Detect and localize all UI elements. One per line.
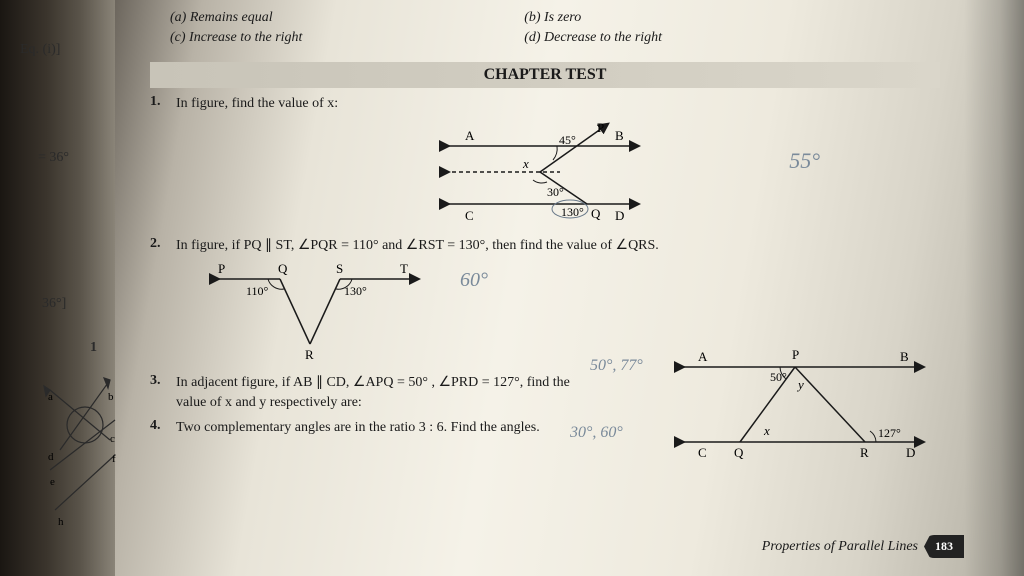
svg-text:y: y bbox=[796, 377, 804, 392]
svg-text:T: T bbox=[400, 261, 408, 276]
svg-text:C: C bbox=[465, 208, 474, 223]
mcq-d: (d) Decrease to the right bbox=[524, 28, 878, 48]
mcq-options: (a) Remains equal (b) Is zero (c) Increa… bbox=[170, 8, 940, 48]
q3-figure: A B C D P Q R 50° 127° y x 50°, 77° bbox=[660, 337, 940, 472]
svg-text:A: A bbox=[465, 128, 475, 143]
mcq-c: (c) Increase to the right bbox=[170, 28, 524, 48]
footer-title: Properties of Parallel Lines bbox=[762, 539, 918, 555]
q3-handwritten: 50°, 77° bbox=[590, 357, 643, 375]
svg-text:x: x bbox=[522, 156, 529, 171]
mcq-a: (a) Remains equal bbox=[170, 8, 524, 28]
svg-text:h: h bbox=[58, 516, 64, 528]
margin-eq: Eq. (i)] bbox=[20, 42, 60, 58]
q2-number: 2. bbox=[150, 236, 176, 252]
svg-text:P: P bbox=[597, 120, 604, 135]
page-content: (a) Remains equal (b) Is zero (c) Increa… bbox=[120, 0, 970, 576]
q1-number: 1. bbox=[150, 94, 176, 110]
q2-text: In figure, if PQ ∥ ST, ∠PQR = 110° and ∠… bbox=[176, 236, 940, 256]
book-shadow-right bbox=[964, 0, 1024, 576]
svg-text:e: e bbox=[50, 476, 55, 488]
svg-text:a: a bbox=[48, 391, 53, 403]
svg-text:P: P bbox=[218, 261, 225, 276]
svg-text:Q: Q bbox=[591, 206, 601, 221]
svg-text:c: c bbox=[110, 433, 115, 445]
q2-handwritten: 60° bbox=[460, 269, 488, 292]
svg-text:R: R bbox=[305, 347, 314, 359]
svg-text:C: C bbox=[698, 445, 707, 460]
svg-text:Q: Q bbox=[278, 261, 288, 276]
chapter-test-banner: CHAPTER TEST bbox=[150, 62, 940, 88]
svg-text:110°: 110° bbox=[246, 284, 269, 298]
page-number: 183 bbox=[924, 535, 964, 558]
margin-36b: 36°] bbox=[42, 296, 66, 312]
mcq-b: (b) Is zero bbox=[524, 8, 878, 28]
svg-text:D: D bbox=[906, 445, 915, 460]
svg-text:f: f bbox=[112, 453, 116, 465]
svg-text:130°: 130° bbox=[561, 205, 584, 219]
svg-text:b: b bbox=[108, 391, 114, 403]
svg-text:Q: Q bbox=[734, 445, 744, 460]
svg-text:B: B bbox=[615, 128, 624, 143]
q4-number: 4. bbox=[150, 418, 176, 434]
svg-text:A: A bbox=[698, 349, 708, 364]
q1-text: In figure, find the value of x: bbox=[176, 94, 940, 114]
svg-text:R: R bbox=[860, 445, 869, 460]
page-footer: Properties of Parallel Lines 183 bbox=[762, 535, 964, 558]
svg-text:S: S bbox=[336, 261, 343, 276]
svg-text:30°: 30° bbox=[547, 185, 564, 199]
svg-text:45°: 45° bbox=[559, 133, 576, 147]
q4-handwritten: 30°, 60° bbox=[570, 424, 1024, 442]
margin-36a: = 36° bbox=[38, 150, 69, 166]
svg-text:P: P bbox=[792, 347, 799, 362]
q4-text: Two complementary angles are in the rati… bbox=[176, 418, 596, 438]
svg-text:d: d bbox=[48, 451, 54, 463]
q3-number: 3. bbox=[150, 373, 176, 389]
q1-figure: A B C D P Q 45° 30° 130° x 55° bbox=[150, 118, 940, 228]
q1-handwritten: 55° bbox=[789, 148, 820, 174]
svg-text:D: D bbox=[615, 208, 624, 223]
margin-one: 1 bbox=[90, 340, 97, 356]
svg-text:B: B bbox=[900, 349, 909, 364]
q3-text: In adjacent figure, if AB ∥ CD, ∠APQ = 5… bbox=[176, 373, 596, 412]
